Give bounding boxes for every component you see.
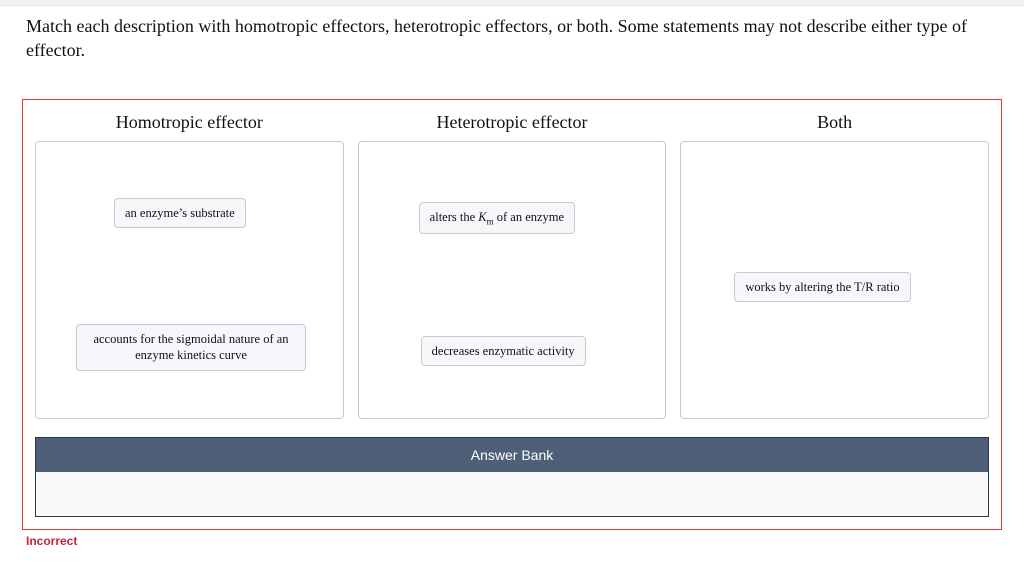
column-title-heterotropic: Heterotropic effector [358,110,667,141]
dropzone-homotropic[interactable]: an enzyme’s substrate accounts for the s… [35,141,344,419]
column-both: Both works by altering the T/R ratio [680,110,989,419]
chip-km[interactable]: alters the Km of an enzyme [419,202,575,235]
column-title-homotropic: Homotropic effector [35,110,344,141]
answer-bank: Answer Bank [35,437,989,517]
dropzone-heterotropic[interactable]: alters the Km of an enzyme decreases enz… [358,141,667,419]
chip-decreases-label: decreases enzymatic activity [432,344,575,358]
columns-row: Homotropic effector an enzyme’s substrat… [35,110,989,419]
chip-substrate[interactable]: an enzyme’s substrate [114,198,246,229]
chip-km-prefix: alters the [430,210,479,224]
chip-substrate-label: an enzyme’s substrate [125,206,235,220]
chip-km-suffix: of an enzyme [494,210,564,224]
chip-km-var: Km [478,210,493,224]
answer-bank-body[interactable] [36,472,988,516]
question-prompt: Match each description with homotropic e… [0,6,1024,63]
column-title-both: Both [680,110,989,141]
column-heterotropic: Heterotropic effector alters the Km of a… [358,110,667,419]
dropzone-both[interactable]: works by altering the T/R ratio [680,141,989,419]
column-homotropic: Homotropic effector an enzyme’s substrat… [35,110,344,419]
chip-decreases[interactable]: decreases enzymatic activity [421,336,586,367]
chip-km-sub: m [487,216,494,226]
chip-tr-ratio-label: works by altering the T/R ratio [745,280,899,294]
feedback-text: Incorrect [26,534,1024,548]
chip-sigmoidal[interactable]: accounts for the sigmoidal nature of an … [76,324,306,372]
question-container: Homotropic effector an enzyme’s substrat… [22,99,1002,530]
chip-tr-ratio[interactable]: works by altering the T/R ratio [734,272,910,303]
chip-sigmoidal-label: accounts for the sigmoidal nature of an … [93,332,288,363]
chip-km-k: K [478,210,486,224]
answer-bank-header: Answer Bank [36,438,988,472]
